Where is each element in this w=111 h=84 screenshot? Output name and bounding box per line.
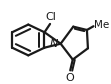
Text: O: O <box>66 73 75 83</box>
Text: Me: Me <box>94 20 109 30</box>
Text: N: N <box>50 39 58 49</box>
Text: Cl: Cl <box>45 12 56 22</box>
